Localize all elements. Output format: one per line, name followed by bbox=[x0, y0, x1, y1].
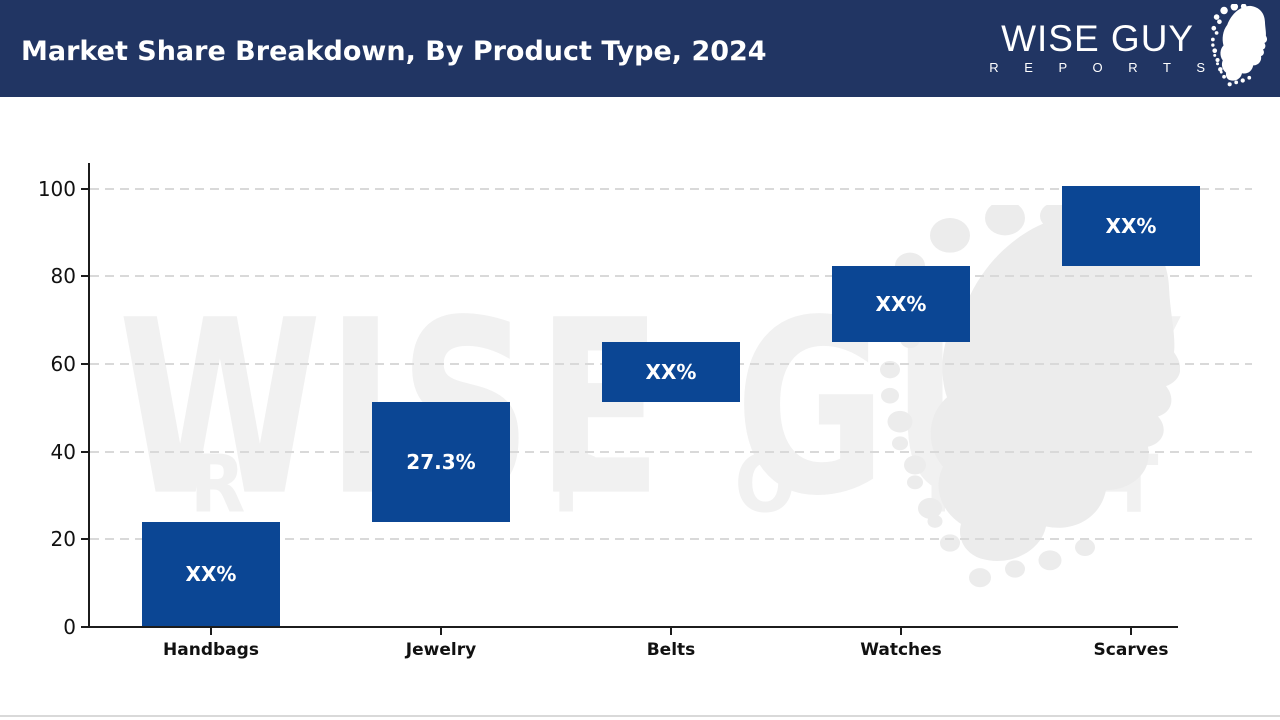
x-label-belts: Belts bbox=[646, 640, 696, 660]
y-tick-mark-0 bbox=[81, 626, 88, 628]
y-tick-mark-80 bbox=[81, 275, 88, 278]
y-tick-label-80: 80 bbox=[50, 264, 76, 289]
x-label-watches: Watches bbox=[860, 640, 942, 660]
y-tick-label-60: 60 bbox=[50, 351, 76, 376]
x-label-jewelry: Jewelry bbox=[405, 640, 477, 660]
x-tick-mark-handbags bbox=[210, 628, 212, 635]
bar-jewelry: 27.3% bbox=[372, 402, 510, 522]
bar-scarves: XX% bbox=[1062, 186, 1200, 267]
logo-wordmark: WISE GUY bbox=[1001, 17, 1195, 59]
page-title: Market Share Breakdown, By Product Type,… bbox=[21, 36, 767, 67]
y-tick-mark-60 bbox=[81, 362, 88, 365]
wise-guy-logo: WISE GUY R E P O R T S bbox=[979, 4, 1272, 88]
gridline-40 bbox=[90, 450, 1252, 453]
x-label-scarves: Scarves bbox=[1093, 640, 1169, 660]
x-tick-mark-belts bbox=[670, 628, 672, 635]
x-tick-mark-scarves bbox=[1130, 628, 1132, 635]
x-axis-line bbox=[88, 626, 1178, 628]
bottom-border bbox=[0, 715, 1280, 717]
y-tick-mark-40 bbox=[81, 450, 88, 453]
bar-value-label: XX% bbox=[645, 359, 697, 384]
logo-subtitle: R E P O R T S bbox=[989, 59, 1216, 75]
y-tick-label-20: 20 bbox=[50, 527, 76, 552]
gridline-100 bbox=[90, 187, 1252, 190]
bar-value-label: 27.3% bbox=[406, 449, 476, 474]
y-tick-label-0: 0 bbox=[63, 615, 76, 639]
dotted-head-icon bbox=[1211, 4, 1268, 87]
bar-value-label: XX% bbox=[1105, 214, 1157, 239]
x-label-handbags: Handbags bbox=[163, 640, 259, 660]
bar-belts: XX% bbox=[602, 341, 740, 403]
y-tick-mark-100 bbox=[81, 187, 88, 190]
gridline-80 bbox=[90, 275, 1252, 278]
bar-handbags: XX% bbox=[142, 521, 280, 627]
gridline-20 bbox=[90, 538, 1252, 541]
y-tick-mark-20 bbox=[81, 538, 88, 541]
bar-watches: XX% bbox=[832, 266, 970, 342]
y-axis-line bbox=[88, 163, 90, 628]
y-tick-label-100: 100 bbox=[37, 176, 76, 201]
y-tick-label-40: 40 bbox=[50, 439, 76, 464]
x-tick-mark-watches bbox=[900, 628, 902, 635]
header-bar: Market Share Breakdown, By Product Type,… bbox=[0, 0, 1280, 97]
bar-value-label: XX% bbox=[875, 291, 927, 316]
x-tick-mark-jewelry bbox=[440, 628, 442, 635]
logo-text: WISE GUY R E P O R T S bbox=[979, 18, 1216, 75]
bar-value-label: XX% bbox=[185, 562, 237, 587]
